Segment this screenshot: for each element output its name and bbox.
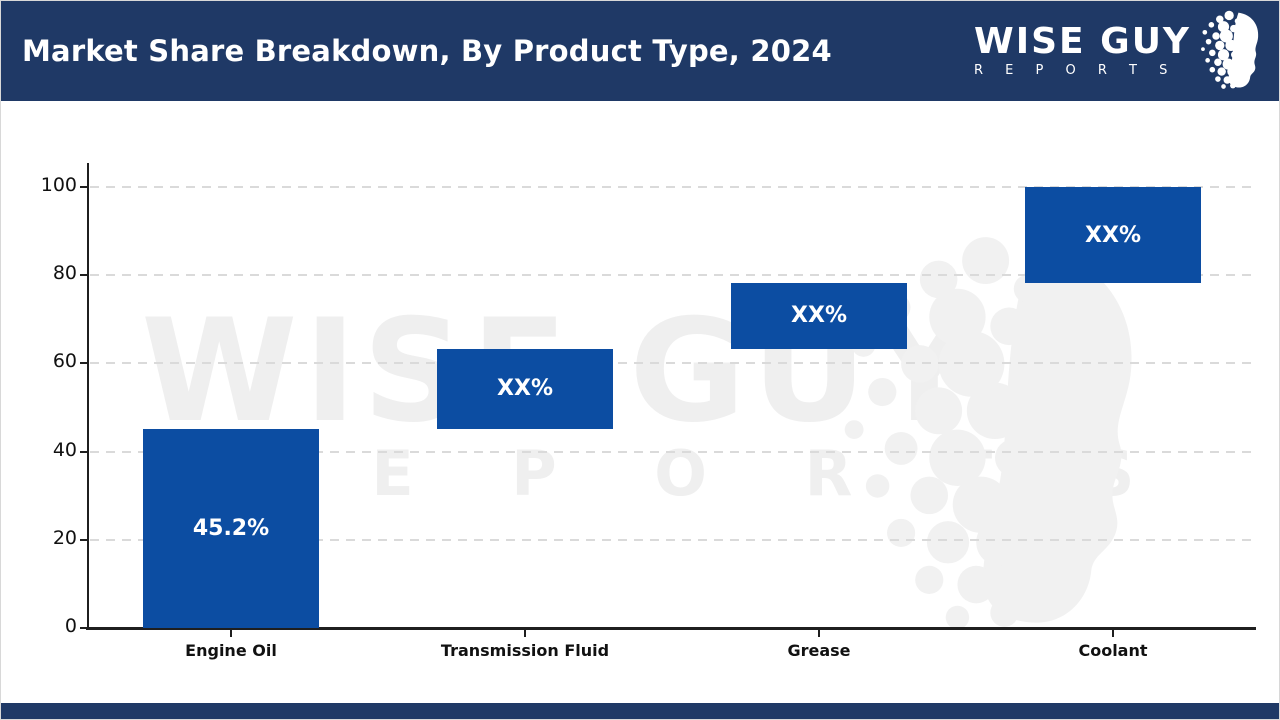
x-axis-label-grease: Grease bbox=[787, 641, 851, 660]
bar-grease: XX% bbox=[731, 283, 907, 349]
bar-value-label-grease: XX% bbox=[791, 303, 847, 329]
logo-wordmark: WISE GUY bbox=[973, 21, 1191, 62]
gridline-40 bbox=[90, 450, 1256, 453]
y-tick-mark-20 bbox=[80, 538, 88, 541]
x-axis-label-coolant: Coolant bbox=[1078, 641, 1148, 660]
y-tick-label-20: 20 bbox=[52, 526, 77, 549]
bar-value-label-coolant: XX% bbox=[1085, 222, 1141, 248]
bar-engine-oil: 45.2% bbox=[143, 428, 319, 628]
x-tick-mark-coolant bbox=[1112, 628, 1114, 637]
gridline-20 bbox=[90, 538, 1256, 541]
header-band: Market Share Breakdown, By Product Type,… bbox=[1, 1, 1280, 101]
page-title: Market Share Breakdown, By Product Type,… bbox=[22, 34, 832, 68]
bar-transmission-fluid: XX% bbox=[437, 348, 613, 429]
y-tick-mark-40 bbox=[80, 450, 88, 453]
bar-value-label-engine-oil: 45.2% bbox=[192, 515, 270, 541]
x-axis-line bbox=[86, 627, 1256, 630]
y-tick-mark-60 bbox=[80, 362, 88, 365]
y-tick-label-60: 60 bbox=[52, 350, 77, 373]
gridline-100 bbox=[90, 186, 1256, 188]
x-tick-mark-transmission-fluid bbox=[524, 628, 526, 637]
y-tick-label-80: 80 bbox=[52, 262, 77, 285]
y-tick-label-100: 100 bbox=[40, 174, 77, 196]
wiseguy-logo: WISE GUY R E P O R T S bbox=[974, 8, 1280, 94]
gridline-80 bbox=[90, 274, 1256, 277]
bar-coolant: XX% bbox=[1025, 187, 1201, 284]
gridline-60 bbox=[90, 362, 1256, 365]
y-tick-mark-0 bbox=[80, 627, 88, 629]
footer-band bbox=[1, 703, 1279, 719]
y-tick-label-0: 0 bbox=[64, 615, 77, 637]
y-tick-label-40: 40 bbox=[52, 438, 77, 461]
y-tick-mark-100 bbox=[80, 186, 88, 188]
logo-subtitle: R E P O R T S bbox=[973, 63, 1177, 78]
x-axis-label-transmission-fluid: Transmission Fluid bbox=[440, 641, 610, 660]
y-axis-line bbox=[87, 163, 89, 630]
bar-value-label-transmission-fluid: XX% bbox=[497, 376, 553, 402]
y-tick-mark-80 bbox=[80, 274, 88, 277]
x-tick-mark-grease bbox=[818, 628, 820, 637]
x-tick-mark-engine-oil bbox=[230, 628, 232, 637]
x-axis-label-engine-oil: Engine Oil bbox=[185, 641, 277, 660]
